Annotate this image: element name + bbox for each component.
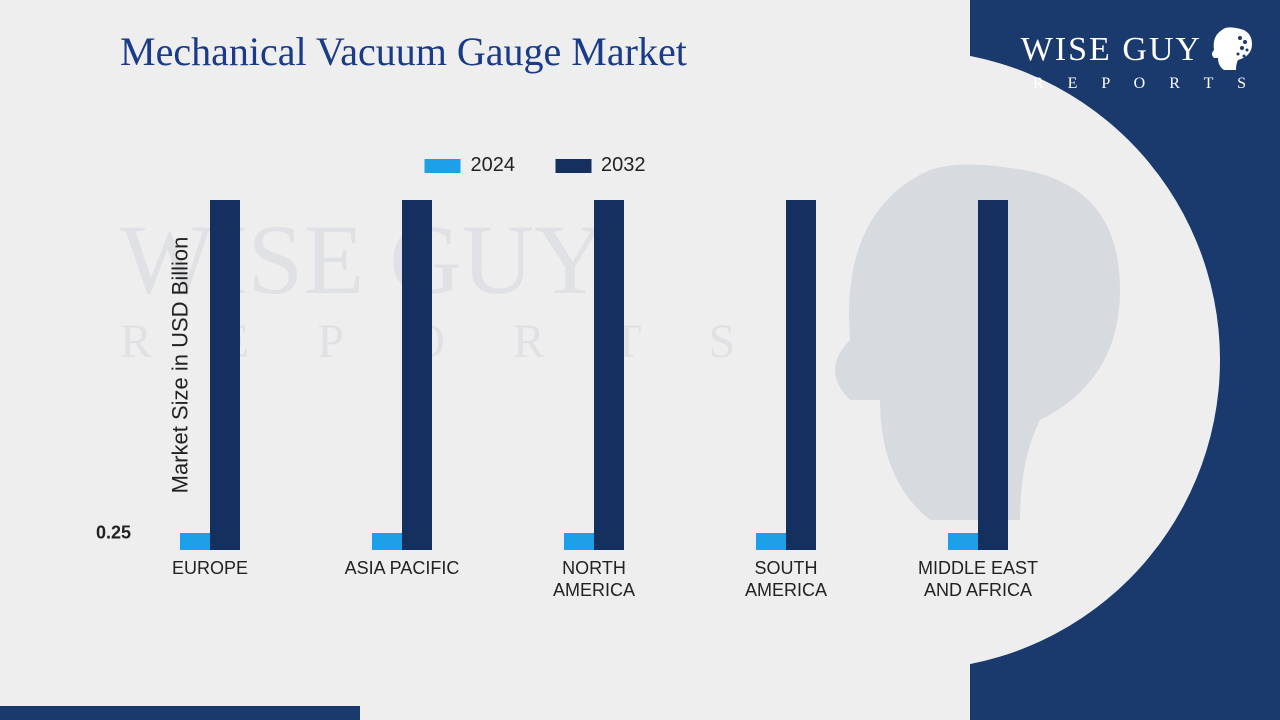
bar <box>756 533 786 551</box>
brand-head-icon <box>1208 26 1256 74</box>
chart-title: Mechanical Vacuum Gauge Market <box>120 28 687 75</box>
plot-area: 0.25EUROPEASIA PACIFICNORTH AMERICASOUTH… <box>140 200 970 550</box>
category-label: EUROPE <box>140 558 280 580</box>
bar <box>180 533 210 551</box>
brand-line2: R E P O R T S <box>1021 76 1256 92</box>
category-label: ASIA PACIFIC <box>332 558 472 580</box>
bar <box>978 200 1008 550</box>
category-label: SOUTH AMERICA <box>716 558 856 601</box>
bar <box>948 533 978 551</box>
legend-item: 2024 <box>425 154 516 177</box>
legend: 2024 2032 <box>425 154 646 177</box>
legend-label: 2024 <box>471 154 516 177</box>
y-tick-label: 0.25 <box>96 522 131 543</box>
brand-logo: WISE GUY R E P O R T S <box>1021 26 1256 92</box>
bottom-accent-bar <box>0 706 360 720</box>
bar <box>594 200 624 550</box>
bar <box>786 200 816 550</box>
category-label: MIDDLE EAST AND AFRICA <box>908 558 1048 601</box>
bar <box>372 533 402 551</box>
chart-area: Market Size in USD Billion 2024 2032 0.2… <box>100 150 970 580</box>
bar <box>210 200 240 550</box>
bar <box>402 200 432 550</box>
legend-item: 2032 <box>555 154 646 177</box>
brand-line1: WISE GUY <box>1021 33 1202 67</box>
legend-label: 2032 <box>601 154 646 177</box>
legend-swatch <box>425 159 461 173</box>
bar <box>564 533 594 551</box>
category-label: NORTH AMERICA <box>524 558 664 601</box>
legend-swatch <box>555 159 591 173</box>
